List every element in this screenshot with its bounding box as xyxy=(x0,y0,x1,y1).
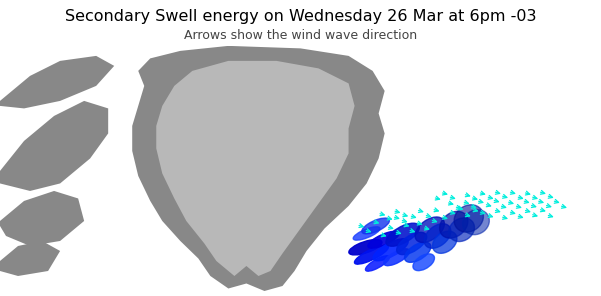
Ellipse shape xyxy=(353,227,380,240)
Ellipse shape xyxy=(404,242,431,262)
Ellipse shape xyxy=(386,223,419,246)
Ellipse shape xyxy=(362,218,389,234)
Polygon shape xyxy=(156,61,355,276)
Ellipse shape xyxy=(449,218,474,242)
Ellipse shape xyxy=(349,239,382,255)
Ellipse shape xyxy=(439,211,468,238)
Text: Secondary Swell energy on Wednesday 26 Mar at 6pm -03: Secondary Swell energy on Wednesday 26 M… xyxy=(65,9,536,24)
Ellipse shape xyxy=(463,210,489,235)
Ellipse shape xyxy=(355,245,388,264)
Ellipse shape xyxy=(365,256,389,271)
Ellipse shape xyxy=(397,232,427,255)
Text: Arrows show the wind wave direction: Arrows show the wind wave direction xyxy=(184,29,417,42)
Ellipse shape xyxy=(413,254,435,271)
Polygon shape xyxy=(0,241,60,276)
Ellipse shape xyxy=(424,224,451,248)
Polygon shape xyxy=(0,101,108,191)
Polygon shape xyxy=(0,56,114,108)
Ellipse shape xyxy=(368,231,399,248)
Ellipse shape xyxy=(383,249,410,266)
Ellipse shape xyxy=(433,231,457,253)
Polygon shape xyxy=(0,191,84,246)
Ellipse shape xyxy=(454,205,483,232)
Ellipse shape xyxy=(373,239,408,261)
Ellipse shape xyxy=(415,217,444,242)
Polygon shape xyxy=(132,46,385,291)
